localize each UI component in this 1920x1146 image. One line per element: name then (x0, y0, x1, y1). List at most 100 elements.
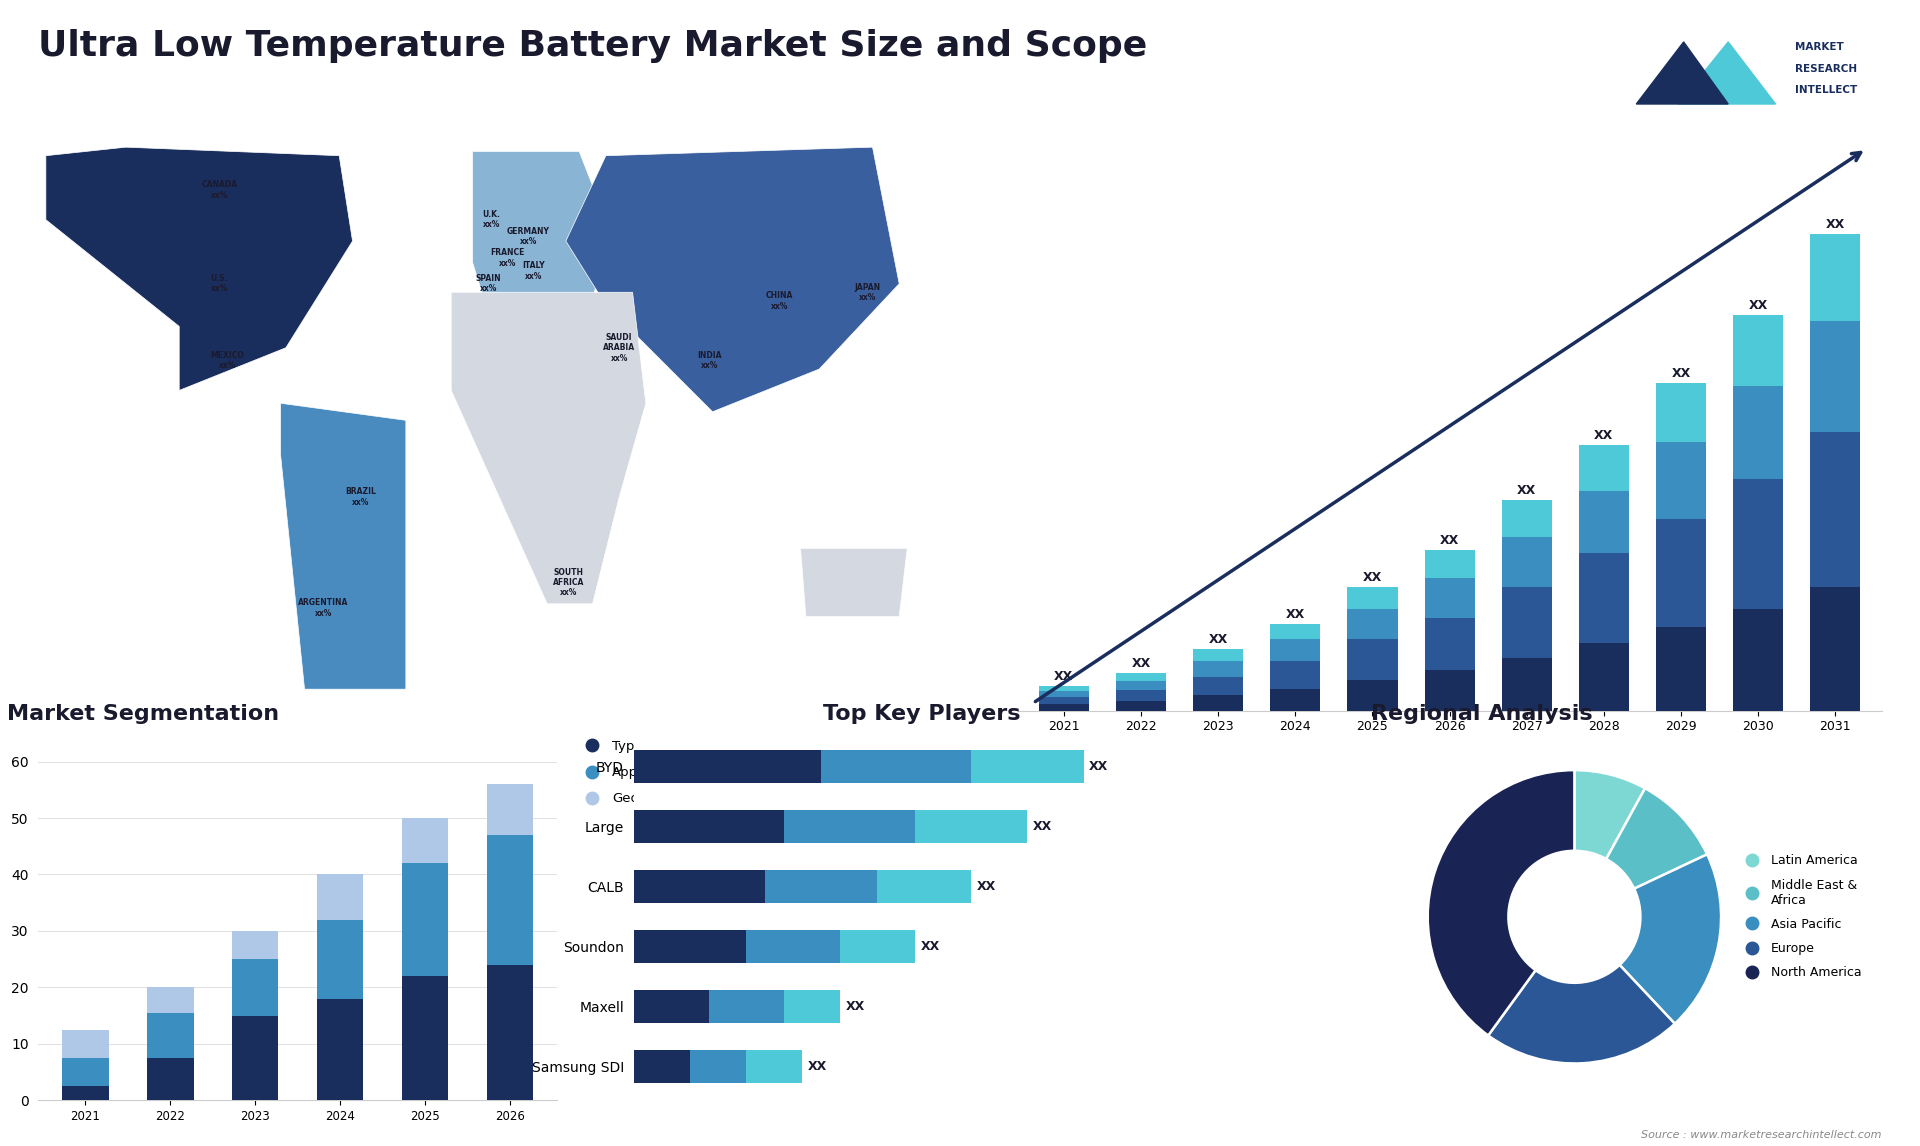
Text: Regional Analysis: Regional Analysis (1371, 704, 1594, 723)
Bar (877, 870, 972, 903)
Bar (1734, 386, 1784, 479)
Bar (914, 810, 1027, 843)
Text: XX: XX (1363, 571, 1382, 583)
Bar (1501, 501, 1551, 537)
Text: SAUDI
ARABIA
xx%: SAUDI ARABIA xx% (603, 332, 636, 362)
Bar (317, 919, 363, 998)
Polygon shape (1678, 42, 1776, 104)
Bar (146, 1013, 194, 1058)
Bar (1271, 689, 1321, 711)
Bar (708, 990, 783, 1023)
Bar (61, 1086, 109, 1100)
Bar (1116, 690, 1165, 701)
Text: FRANCE
xx%: FRANCE xx% (490, 249, 524, 268)
Bar (634, 810, 783, 843)
Text: INDIA
xx%: INDIA xx% (697, 351, 722, 370)
Text: XX: XX (1089, 760, 1108, 774)
Bar (634, 1051, 689, 1083)
Bar (634, 931, 747, 964)
Bar (1501, 658, 1551, 711)
Bar (1192, 696, 1244, 711)
Bar (232, 1015, 278, 1100)
Bar (1425, 670, 1475, 711)
Text: XX: XX (808, 1060, 828, 1074)
Polygon shape (451, 292, 645, 604)
Text: SPAIN
xx%: SPAIN xx% (476, 274, 501, 293)
Bar (822, 751, 972, 783)
Text: XX: XX (1286, 607, 1306, 621)
Bar (783, 990, 839, 1023)
Bar (1039, 691, 1089, 697)
Bar (1039, 685, 1089, 691)
Bar (61, 1058, 109, 1086)
Bar (1039, 697, 1089, 705)
Polygon shape (280, 403, 405, 689)
Bar (146, 1058, 194, 1100)
Text: XX: XX (920, 941, 939, 953)
Bar (1039, 705, 1089, 711)
Bar (232, 931, 278, 959)
Bar (486, 965, 534, 1100)
Title: Top Key Players: Top Key Players (824, 704, 1020, 723)
Bar (1655, 627, 1707, 711)
Bar (401, 863, 449, 976)
Text: XX: XX (1672, 367, 1692, 379)
Text: XX: XX (1131, 658, 1150, 670)
Bar (1578, 445, 1628, 490)
Bar (1578, 490, 1628, 552)
Bar (1192, 676, 1244, 696)
Text: INTELLECT: INTELLECT (1795, 86, 1857, 95)
Bar (1655, 441, 1707, 519)
Polygon shape (801, 548, 908, 617)
Bar (401, 818, 449, 863)
Text: BRAZIL
xx%: BRAZIL xx% (346, 487, 376, 507)
Wedge shape (1607, 788, 1707, 888)
Text: Source : www.marketresearchintellect.com: Source : www.marketresearchintellect.com (1642, 1130, 1882, 1140)
Bar (1271, 661, 1321, 689)
Bar (317, 998, 363, 1100)
Bar (839, 931, 914, 964)
Bar (1425, 550, 1475, 578)
Text: XX: XX (1054, 669, 1073, 683)
Wedge shape (1620, 855, 1720, 1023)
Bar (1425, 618, 1475, 670)
Bar (1116, 674, 1165, 681)
Bar (1501, 537, 1551, 587)
Bar (1811, 321, 1860, 432)
Bar (1734, 609, 1784, 711)
Bar (1578, 552, 1628, 643)
Bar (146, 988, 194, 1013)
Text: MEXICO
xx%: MEXICO xx% (211, 351, 244, 370)
Bar (689, 1051, 747, 1083)
Text: XX: XX (1440, 534, 1459, 547)
Bar (1655, 383, 1707, 441)
Bar (1655, 519, 1707, 627)
Text: GERMANY
xx%: GERMANY xx% (507, 227, 549, 246)
Bar (1348, 639, 1398, 680)
Text: CANADA
xx%: CANADA xx% (202, 180, 238, 199)
Bar (1271, 623, 1321, 639)
Polygon shape (472, 151, 607, 305)
Text: XX: XX (1517, 485, 1536, 497)
Text: U.K.
xx%: U.K. xx% (482, 210, 499, 229)
Text: XX: XX (1749, 299, 1768, 312)
Text: RESEARCH: RESEARCH (1795, 64, 1857, 73)
Bar (1192, 661, 1244, 676)
Bar (1271, 639, 1321, 661)
Text: ITALY
xx%: ITALY xx% (522, 261, 545, 281)
Wedge shape (1428, 770, 1574, 1036)
Text: Market Segmentation: Market Segmentation (8, 704, 280, 723)
Bar (317, 874, 363, 919)
Text: MARKET: MARKET (1795, 42, 1843, 52)
Bar (486, 835, 534, 965)
Bar (972, 751, 1083, 783)
Bar (747, 931, 839, 964)
Text: ARGENTINA
xx%: ARGENTINA xx% (298, 598, 348, 618)
Bar (61, 1029, 109, 1058)
Bar (1348, 587, 1398, 609)
Bar (1811, 235, 1860, 321)
Bar (634, 990, 708, 1023)
Wedge shape (1574, 770, 1645, 860)
Legend: Latin America, Middle East &
Africa, Asia Pacific, Europe, North America: Latin America, Middle East & Africa, Asi… (1734, 849, 1866, 984)
Text: XX: XX (845, 1000, 864, 1013)
